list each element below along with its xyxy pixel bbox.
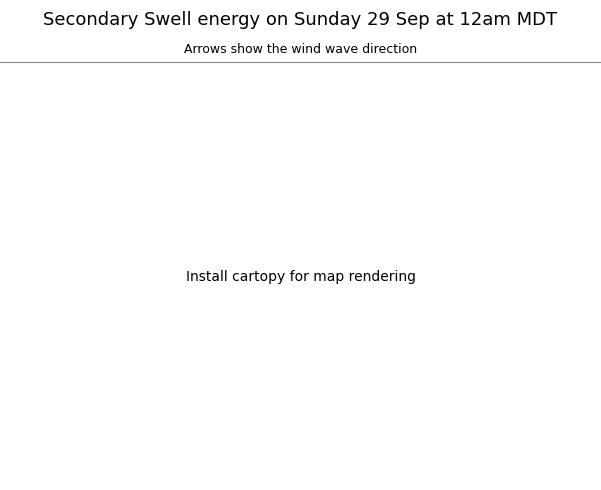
Text: Install cartopy for map rendering: Install cartopy for map rendering [186,270,415,284]
Text: Arrows show the wind wave direction: Arrows show the wind wave direction [184,43,417,56]
Text: Secondary Swell energy on Sunday 29 Sep at 12am MDT: Secondary Swell energy on Sunday 29 Sep … [43,11,558,29]
